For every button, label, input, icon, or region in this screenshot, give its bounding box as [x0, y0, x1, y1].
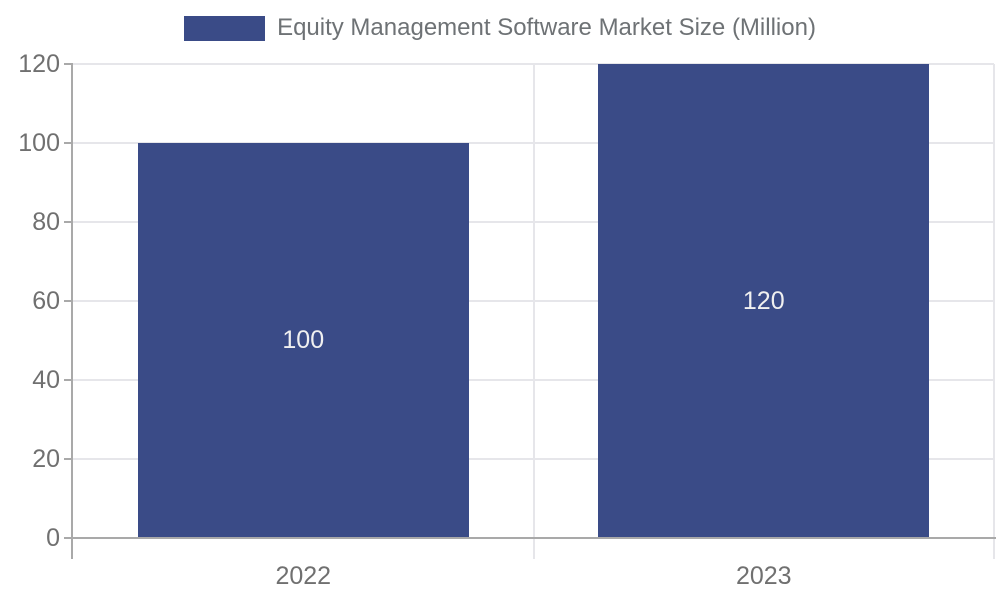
bar-2022[interactable]: 100 — [137, 143, 469, 538]
bar-value-label: 120 — [742, 286, 785, 315]
y-axis-label: 100 — [18, 129, 60, 157]
y-axis-tick — [64, 221, 73, 223]
legend[interactable]: Equity Management Software Market Size (… — [0, 14, 1000, 42]
y-axis-label: 40 — [32, 366, 60, 394]
legend-swatch[interactable] — [184, 15, 266, 41]
y-axis-tick — [64, 379, 73, 381]
y-axis-label: 120 — [18, 50, 60, 78]
y-axis-tick — [64, 142, 73, 144]
legend-label[interactable]: Equity Management Software Market Size (… — [277, 14, 816, 41]
y-axis-line — [71, 64, 73, 559]
x-axis-label: 2022 — [275, 562, 332, 590]
y-axis-tick — [64, 537, 73, 539]
y-axis-tick — [64, 63, 73, 65]
bar-value-label: 100 — [282, 326, 325, 354]
y-axis-label: 60 — [32, 287, 60, 315]
y-axis-label: 20 — [32, 445, 60, 473]
grid-line-x — [532, 64, 535, 559]
y-axis-label: 80 — [32, 208, 60, 236]
y-axis-tick — [64, 300, 73, 302]
x-axis-line — [72, 537, 996, 539]
x-axis-label: 2023 — [735, 562, 792, 590]
y-axis-label: 0 — [46, 524, 60, 552]
y-axis-tick — [64, 458, 73, 460]
bar-2023[interactable]: 120 — [598, 64, 930, 538]
grid-line-x — [993, 64, 995, 559]
